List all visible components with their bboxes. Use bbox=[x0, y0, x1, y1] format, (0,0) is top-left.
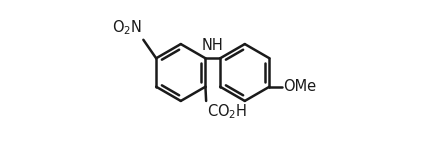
Text: O$_2$N: O$_2$N bbox=[112, 18, 141, 37]
Text: CO$_2$H: CO$_2$H bbox=[206, 102, 247, 121]
Text: NH: NH bbox=[201, 38, 223, 53]
Text: OMe: OMe bbox=[282, 79, 315, 94]
